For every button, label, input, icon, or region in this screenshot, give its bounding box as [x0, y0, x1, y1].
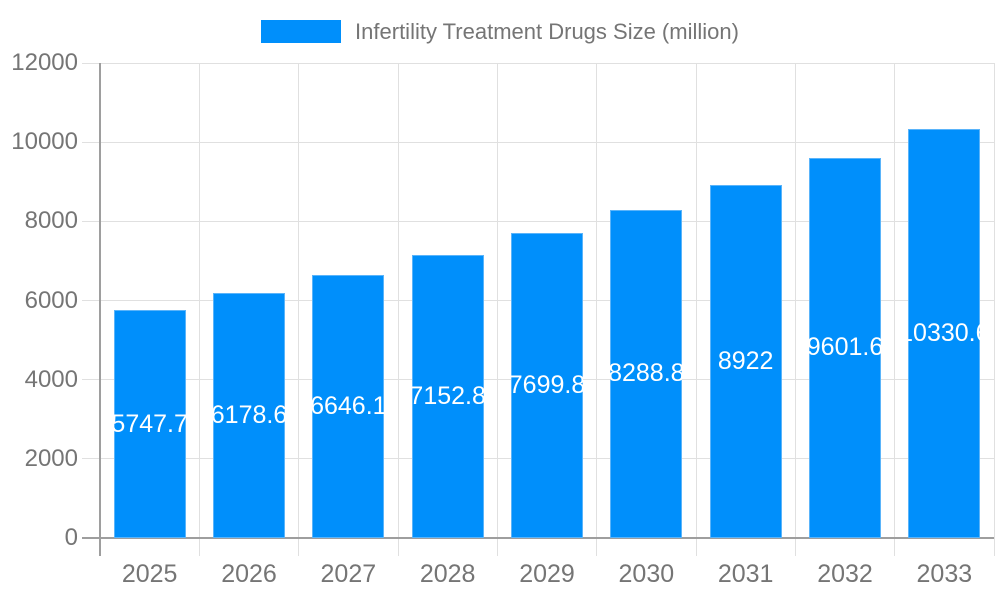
gridline-h: [82, 220, 994, 222]
bar[interactable]: [113, 310, 186, 538]
x-axis-tick-label: 2028: [419, 560, 476, 588]
y-axis-line: [99, 63, 101, 556]
y-axis-tick-label: 6000: [24, 286, 78, 314]
bar[interactable]: [709, 184, 782, 538]
bar[interactable]: [411, 254, 484, 538]
bar-value-label-text: 8922: [717, 346, 774, 375]
legend-swatch: [261, 20, 342, 43]
x-axis-tick-label: 2029: [519, 560, 575, 588]
bar-value-label-text: 7152.8: [411, 381, 484, 410]
y-axis-tick-label: 2000: [24, 444, 78, 472]
gridline-v: [695, 63, 697, 556]
bar-value-label: 7152.8: [412, 255, 484, 538]
bar[interactable]: [213, 293, 285, 538]
bar-value-label-text: 7699.8: [511, 371, 583, 400]
bar[interactable]: [511, 233, 583, 538]
bar-value-label: 8922: [710, 185, 782, 538]
bar-value-label-text: 6178.6: [213, 401, 285, 430]
legend-item[interactable]: Infertility Treatment Drugs Size (millio…: [261, 20, 739, 43]
bar[interactable]: [809, 157, 881, 538]
bar[interactable]: [312, 274, 385, 538]
bar-value-label: 7699.8: [511, 233, 583, 538]
y-axis-tick-label: 0: [64, 524, 78, 551]
x-axis-tick-label: 2027: [320, 560, 377, 588]
bar-value-label-text: 10330.6: [908, 319, 980, 348]
x-axis-tick-label: 2025: [121, 560, 178, 588]
x-axis-line: [82, 537, 994, 539]
gridline-v: [596, 63, 598, 556]
gridline-v: [794, 63, 796, 556]
x-axis-tick-label: 2026: [221, 560, 277, 588]
bar-value-label: 9601.6: [809, 158, 881, 538]
bar-value-label: 6178.6: [213, 293, 285, 538]
bar-value-label-text: 5747.7: [113, 409, 186, 438]
bar[interactable]: [610, 209, 683, 538]
gridline-v: [496, 63, 498, 556]
x-axis-tick-label: 2033: [916, 560, 973, 588]
x-axis-tick-label: 2030: [618, 560, 675, 588]
gridline-v: [298, 63, 300, 556]
bar-value-label-text: 9601.6: [809, 333, 881, 362]
legend-label: Infertility Treatment Drugs Size (millio…: [355, 19, 739, 44]
bar-value-label: 6646.1: [312, 275, 384, 538]
y-axis-tick-label: 10000: [11, 128, 78, 156]
bar[interactable]: [908, 129, 981, 538]
x-axis-tick-label: 2031: [717, 560, 774, 588]
legend: Infertility Treatment Drugs Size (millio…: [0, 20, 1000, 43]
gridline-h: [82, 141, 994, 143]
gridline-v: [198, 63, 200, 556]
y-axis-tick-label: 12000: [11, 49, 78, 76]
bar-value-label: 10330.6: [908, 129, 980, 538]
bar-value-label: 8288.8: [610, 210, 682, 538]
bar-value-label-text: 8288.8: [610, 359, 683, 388]
bar-value-label: 5747.7: [114, 310, 186, 538]
y-axis-tick-label: 8000: [24, 207, 78, 235]
gridline-v: [894, 63, 896, 556]
gridline-h: [82, 62, 994, 64]
gridline-v: [397, 63, 399, 556]
gridline-v: [993, 63, 995, 556]
x-axis-tick-label: 2032: [817, 560, 873, 588]
bar-value-label-text: 6646.1: [312, 391, 385, 420]
y-axis-tick-label: 4000: [24, 365, 78, 393]
